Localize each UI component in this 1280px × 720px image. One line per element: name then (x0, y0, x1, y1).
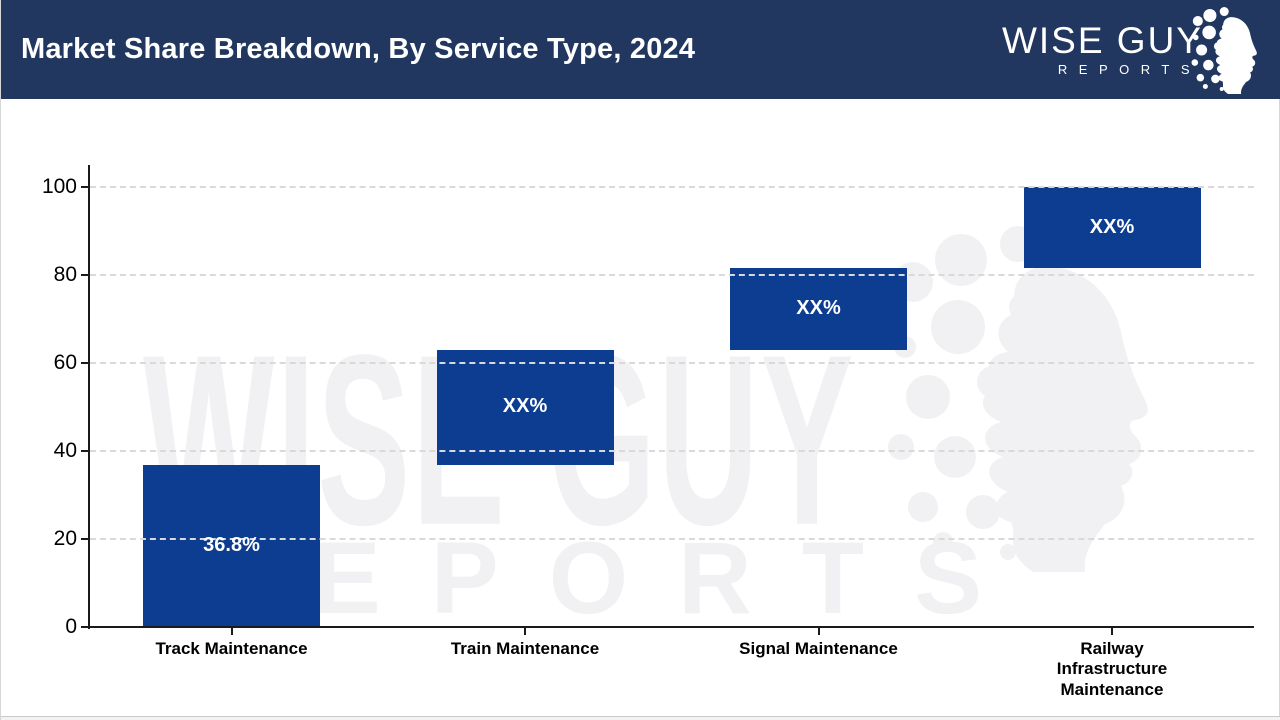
y-tick-label: 0 (65, 615, 77, 638)
y-tick-label: 80 (53, 263, 77, 286)
category-label: Signal Maintenance (739, 639, 898, 658)
category-label: Track Maintenance (155, 639, 308, 658)
y-tick (81, 626, 88, 628)
y-axis-line (88, 165, 90, 629)
bar (143, 465, 320, 627)
x-tick (817, 628, 820, 635)
y-tick-label: 100 (41, 175, 77, 198)
y-gridline (90, 274, 1254, 276)
y-gridline (90, 186, 1254, 188)
category-label: Train Maintenance (450, 639, 600, 658)
y-tick (81, 538, 88, 540)
y-tick-label: 60 (53, 351, 77, 374)
bar-value-label: 36.8% (203, 534, 260, 557)
y-tick (81, 450, 88, 452)
bar-value-label: XX% (502, 395, 548, 418)
bar-value-label: XX% (1089, 215, 1135, 238)
y-gridline (90, 450, 1254, 452)
category-label: Railway Infrastructure Maintenance (1056, 639, 1168, 699)
x-tick (524, 628, 526, 635)
y-tick-label: 20 (53, 527, 77, 550)
y-tick (81, 186, 88, 188)
brand-logo: WISE GUY REPORTS (1002, 6, 1267, 94)
y-tick (81, 362, 88, 364)
bar (730, 268, 907, 350)
bar (436, 349, 614, 466)
page-title: Market Share Breakdown, By Service Type,… (21, 33, 696, 65)
bar-value-label: XX% (796, 297, 841, 320)
y-tick (81, 274, 88, 276)
bar (1023, 187, 1201, 269)
bottom-border (1, 716, 1280, 720)
watermark-subtext: REPORTS (189, 521, 1033, 635)
header: Market Share Breakdown, By Service Type,… (1, 0, 1280, 99)
y-tick-label: 40 (53, 439, 77, 462)
y-gridline (90, 538, 1254, 540)
y-gridline (90, 362, 1254, 364)
x-tick (1111, 628, 1113, 635)
x-axis-line (89, 626, 1254, 628)
logo-wordmark: WISE GUY (1001, 20, 1203, 61)
x-tick (230, 628, 233, 635)
logo-subtext: REPORTS (1057, 62, 1201, 77)
